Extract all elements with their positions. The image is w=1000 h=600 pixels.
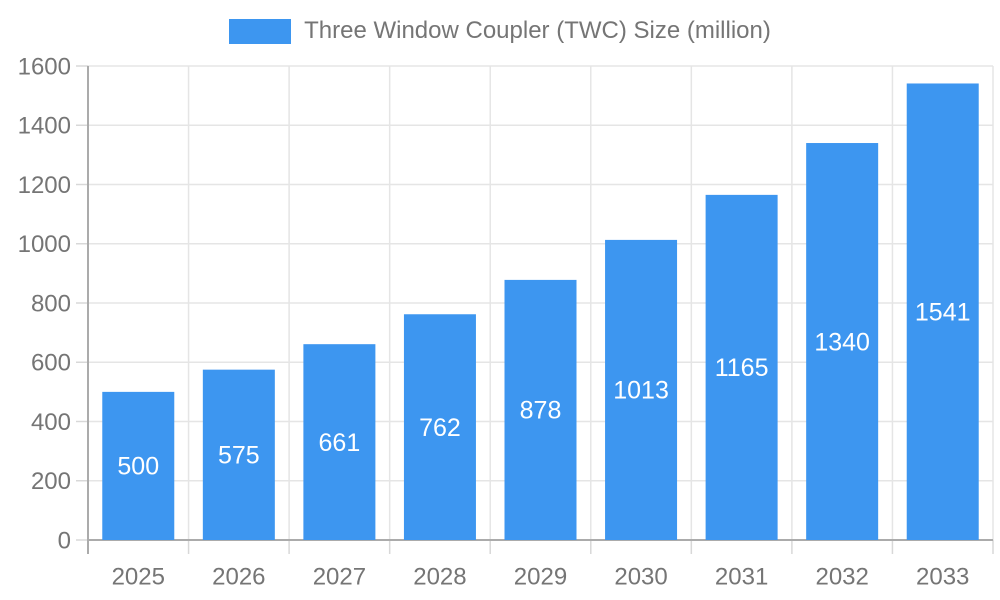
bar-2031 [705, 194, 778, 540]
bar-2028 [403, 314, 476, 540]
y-axis-tick-label: 600 [31, 350, 71, 377]
bar-2029 [504, 279, 577, 540]
y-axis-tick-label: 1400 [18, 113, 71, 140]
x-axis-tick-label: 2025 [112, 563, 165, 590]
legend-label: Three Window Coupler (TWC) Size (million… [304, 17, 771, 44]
bar-2033 [906, 83, 979, 540]
y-axis-tick-label: 1200 [18, 172, 71, 199]
x-axis-tick-label: 2027 [313, 563, 366, 590]
x-axis-tick-label: 2029 [514, 563, 567, 590]
y-axis-tick-label: 1000 [18, 231, 71, 258]
bar-value-label: 1013 [613, 377, 669, 405]
bar-value-label: 762 [419, 414, 461, 442]
legend-swatch [229, 18, 292, 44]
bar-value-label: 1165 [715, 354, 769, 382]
y-axis-tick-label: 0 [58, 527, 71, 554]
y-axis-tick-label: 400 [31, 409, 71, 436]
bar-2026 [202, 369, 275, 540]
bar-value-label: 878 [520, 397, 562, 425]
bar-value-label: 1340 [814, 328, 870, 356]
bar-2030 [605, 239, 678, 540]
bar-2027 [303, 344, 376, 540]
x-axis-tick-label: 2031 [715, 563, 768, 590]
y-axis-tick-label: 800 [31, 290, 71, 317]
bar-value-label: 661 [319, 429, 361, 457]
x-axis-tick-label: 2026 [212, 563, 265, 590]
x-axis-tick-label: 2028 [413, 563, 466, 590]
y-axis-tick-label: 200 [31, 468, 71, 495]
bar-2032 [806, 143, 879, 540]
bar-value-label: 575 [218, 442, 260, 470]
x-axis-tick-label: 2032 [815, 563, 868, 590]
bar-value-label: 1541 [915, 298, 971, 326]
x-axis-tick-label: 2033 [916, 563, 969, 590]
x-axis-tick-label: 2030 [614, 563, 667, 590]
y-axis-tick-label: 1600 [18, 53, 71, 80]
bar-value-label: 500 [117, 453, 159, 481]
legend[interactable]: Three Window Coupler (TWC) Size (million… [0, 17, 1000, 45]
bar-2025 [102, 391, 175, 540]
